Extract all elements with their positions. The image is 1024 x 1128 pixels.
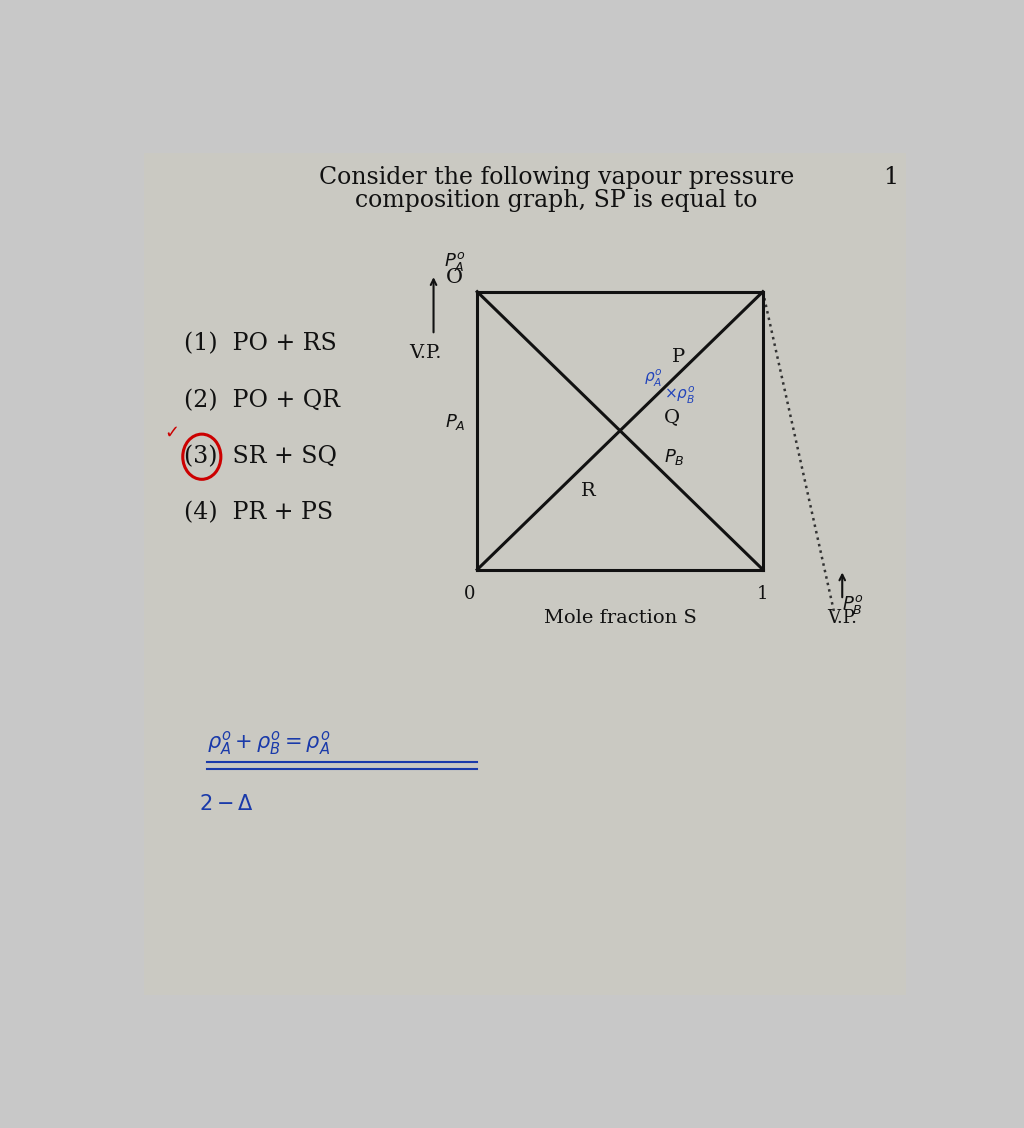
Text: (2)  PO + QR: (2) PO + QR xyxy=(183,389,340,412)
Text: O: O xyxy=(445,268,463,288)
Text: V.P.: V.P. xyxy=(827,609,857,627)
Text: $P_B$: $P_B$ xyxy=(664,447,684,467)
Text: Consider the following vapour pressure: Consider the following vapour pressure xyxy=(318,166,795,188)
Text: Q: Q xyxy=(664,408,680,426)
Text: R: R xyxy=(581,483,596,501)
Text: 1: 1 xyxy=(883,166,898,188)
Text: P: P xyxy=(672,347,685,365)
Text: $2-\Delta$: $2-\Delta$ xyxy=(200,794,254,814)
FancyBboxPatch shape xyxy=(143,152,905,995)
Text: $P_A$: $P_A$ xyxy=(444,412,465,432)
Text: $P_A^o$: $P_A^o$ xyxy=(444,249,465,273)
Text: V.P.: V.P. xyxy=(410,344,441,362)
Text: $P_B^o$: $P_B^o$ xyxy=(842,593,863,616)
Text: ✓: ✓ xyxy=(164,423,179,441)
Text: (1)  PO + RS: (1) PO + RS xyxy=(183,333,336,355)
Text: (4)  PR + PS: (4) PR + PS xyxy=(183,502,333,525)
Text: composition graph, SP is equal to: composition graph, SP is equal to xyxy=(355,190,758,212)
Text: $\times \rho^o_B$: $\times \rho^o_B$ xyxy=(664,386,695,406)
Text: 1: 1 xyxy=(757,585,769,603)
Text: $\rho^o_A + \rho^o_B = \rho^o_A$: $\rho^o_A + \rho^o_B = \rho^o_A$ xyxy=(207,730,331,757)
Text: Mole fraction S: Mole fraction S xyxy=(544,609,696,627)
Text: (3)  SR + SQ: (3) SR + SQ xyxy=(183,446,337,468)
Text: 0: 0 xyxy=(464,585,475,603)
Text: $\rho^o_A$: $\rho^o_A$ xyxy=(644,368,663,389)
